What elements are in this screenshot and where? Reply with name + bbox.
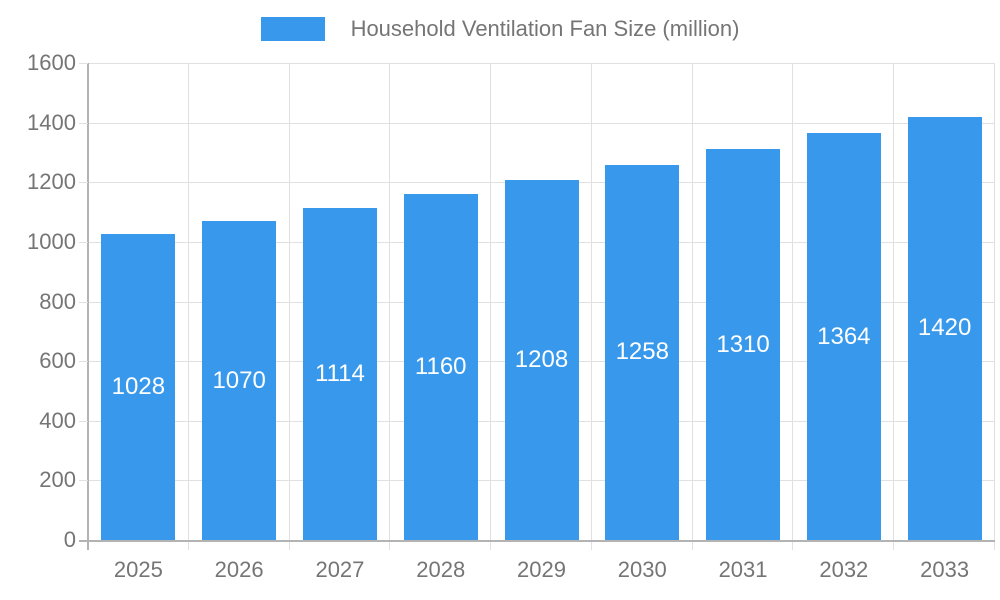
y-axis-tick-label: 600 xyxy=(39,348,76,374)
bar-2030[interactable]: 1258 xyxy=(605,164,680,540)
gridline-vertical xyxy=(994,63,995,540)
bar-value-label: 1364 xyxy=(817,322,871,350)
x-axis-tick-label: 2026 xyxy=(214,557,264,582)
y-axis-tick-label: 1400 xyxy=(27,109,76,135)
bar-2028[interactable]: 1160 xyxy=(403,194,478,540)
y-axis-tick-label: 1000 xyxy=(27,228,76,254)
x-axis-tick xyxy=(389,542,391,550)
bar-2031[interactable]: 1310 xyxy=(706,149,781,540)
gridline-vertical xyxy=(490,63,492,540)
y-axis-tick xyxy=(79,63,88,64)
bar-2033[interactable]: 1420 xyxy=(907,116,982,540)
y-axis-tick xyxy=(79,182,88,184)
y-axis-tick-label: 1200 xyxy=(27,169,76,195)
x-axis-tick-label: 2030 xyxy=(617,557,667,582)
gridline-horizontal xyxy=(88,63,995,64)
x-axis-tick-label: 2029 xyxy=(517,557,566,582)
y-axis-tick xyxy=(79,361,88,363)
x-axis-tick xyxy=(994,542,995,550)
y-axis-tick xyxy=(79,480,88,482)
x-axis-tick-label: 2032 xyxy=(819,557,869,582)
y-axis-tick-label: 400 xyxy=(39,407,76,433)
y-axis-tick-label: 1600 xyxy=(27,50,76,75)
legend: Household Ventilation Fan Size (million) xyxy=(0,16,1000,42)
bar-value-label: 1070 xyxy=(212,366,266,394)
bar-value-label: 1114 xyxy=(315,359,365,387)
gridline-vertical xyxy=(691,63,693,540)
bar-2027[interactable]: 1114 xyxy=(302,207,377,540)
y-axis-tick xyxy=(79,301,88,303)
gridline-vertical xyxy=(288,63,290,540)
x-axis-line xyxy=(79,540,995,542)
x-axis-tick-label: 2031 xyxy=(718,557,768,582)
plot-area: 1028 1070 1114 1160 1208 1258 1310 1364 1420 xyxy=(79,63,995,550)
gridline-vertical xyxy=(792,63,794,540)
x-axis-tick xyxy=(691,542,693,550)
bar-value-label: 1160 xyxy=(414,353,467,381)
x-axis-tick-label: 2033 xyxy=(920,557,970,582)
legend-swatch-icon xyxy=(260,17,325,41)
y-axis-tick xyxy=(79,122,88,124)
x-axis-tick xyxy=(187,542,189,550)
y-axis-tick xyxy=(79,241,88,243)
y-axis-tick-label: 200 xyxy=(39,467,76,493)
y-axis-line xyxy=(87,63,89,550)
legend-item[interactable]: Household Ventilation Fan Size (million) xyxy=(260,16,740,42)
bar-value-label: 1258 xyxy=(615,338,669,366)
gridline-vertical xyxy=(893,63,895,540)
x-axis-tick xyxy=(490,542,492,550)
gridline-vertical xyxy=(389,63,391,540)
x-axis-tick xyxy=(893,542,895,550)
x-axis-tick-label: 2027 xyxy=(315,557,365,582)
x-axis-tick-label: 2025 xyxy=(113,557,163,582)
bar-2032[interactable]: 1364 xyxy=(806,133,881,540)
bar-value-label: 1310 xyxy=(716,330,770,358)
bar-value-label: 1208 xyxy=(514,345,569,373)
x-axis-tick-label: 2028 xyxy=(416,557,466,582)
gridline-horizontal xyxy=(88,122,995,124)
bar-2026[interactable]: 1070 xyxy=(202,221,277,540)
x-axis-tick xyxy=(792,542,794,550)
bar-value-label: 1028 xyxy=(111,372,166,400)
gridline-vertical xyxy=(590,63,592,540)
x-axis-tick xyxy=(288,542,290,550)
bar-2029[interactable]: 1208 xyxy=(504,179,579,540)
x-axis-tick xyxy=(590,542,592,550)
y-axis-tick-label: 0 xyxy=(63,527,76,552)
bar-value-label: 1420 xyxy=(917,314,972,342)
bar-2025[interactable]: 1028 xyxy=(101,233,176,540)
legend-label: Household Ventilation Fan Size (million) xyxy=(350,16,740,41)
y-axis-tick-label: 800 xyxy=(39,288,76,314)
gridline-vertical xyxy=(187,63,189,540)
y-axis-tick xyxy=(79,420,88,422)
